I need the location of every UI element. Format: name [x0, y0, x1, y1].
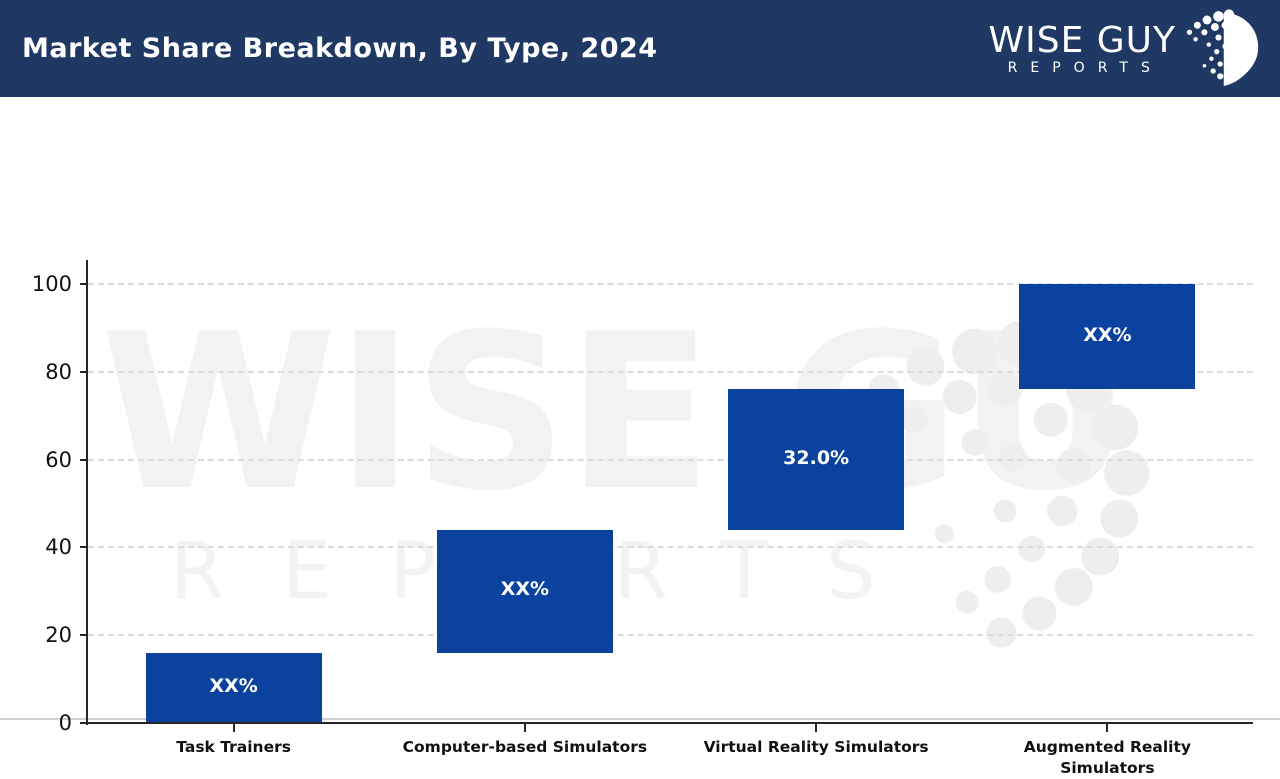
bar-label-3: 32.0% — [783, 446, 850, 469]
y-tick-40 — [80, 546, 87, 549]
y-tick-20 — [80, 634, 87, 637]
bar-label-1: XX% — [209, 674, 258, 697]
y-tick-label-40: 40 — [45, 535, 72, 560]
x-axis-spine — [86, 722, 1253, 724]
y-tick-80 — [80, 370, 87, 373]
watermark-wordmark: WISE GU — [100, 287, 1133, 538]
gridline-20 — [88, 634, 1253, 637]
wise-guy-reports-logo: WISE GUY REPORTS — [989, 8, 1267, 90]
y-tick-60 — [80, 458, 87, 461]
page-title: Market Share Breakdown, By Type, 2024 — [22, 33, 658, 64]
x-category-label-2: Computer-based Simulators — [402, 738, 648, 756]
dotted-face-icon — [1186, 9, 1259, 86]
y-tick-100 — [80, 283, 87, 285]
bar-2 — [436, 529, 613, 653]
bar-4 — [1019, 284, 1196, 390]
x-category-label-4: Augmented Reality Simulators — [1023, 738, 1192, 777]
bar-1 — [145, 652, 322, 723]
x-category-label-1: Task Trainers — [176, 738, 291, 756]
bar-label-2: XX% — [500, 578, 550, 601]
bar-label-4: XX% — [1083, 323, 1132, 346]
x-tick-1 — [232, 724, 235, 732]
logo-subtitle: REPORTS — [1007, 60, 1163, 77]
y-tick-label-0: 0 — [58, 711, 72, 735]
y-tick-label-20: 20 — [45, 623, 72, 648]
gridline-60 — [88, 458, 1253, 461]
x-tick-3 — [815, 724, 818, 732]
y-tick-label-100: 100 — [31, 272, 72, 296]
bar-3 — [728, 389, 905, 530]
y-tick-label-60: 60 — [45, 447, 72, 472]
x-tick-2 — [523, 724, 526, 732]
y-axis-spine — [86, 260, 88, 725]
gridline-100 — [88, 283, 1253, 285]
logo-text: WISE GUY REPORTS — [988, 19, 1177, 77]
gridline-40 — [88, 546, 1253, 549]
x-tick-4 — [1106, 724, 1109, 732]
gridline-80 — [88, 370, 1253, 373]
logo-wordmark: WISE GUY — [988, 19, 1176, 61]
x-category-label-3: Virtual Reality Simulators — [703, 738, 929, 756]
y-tick-label-80: 80 — [45, 359, 72, 384]
header-bar: Market Share Breakdown, By Type, 2024 WI… — [0, 0, 1280, 97]
